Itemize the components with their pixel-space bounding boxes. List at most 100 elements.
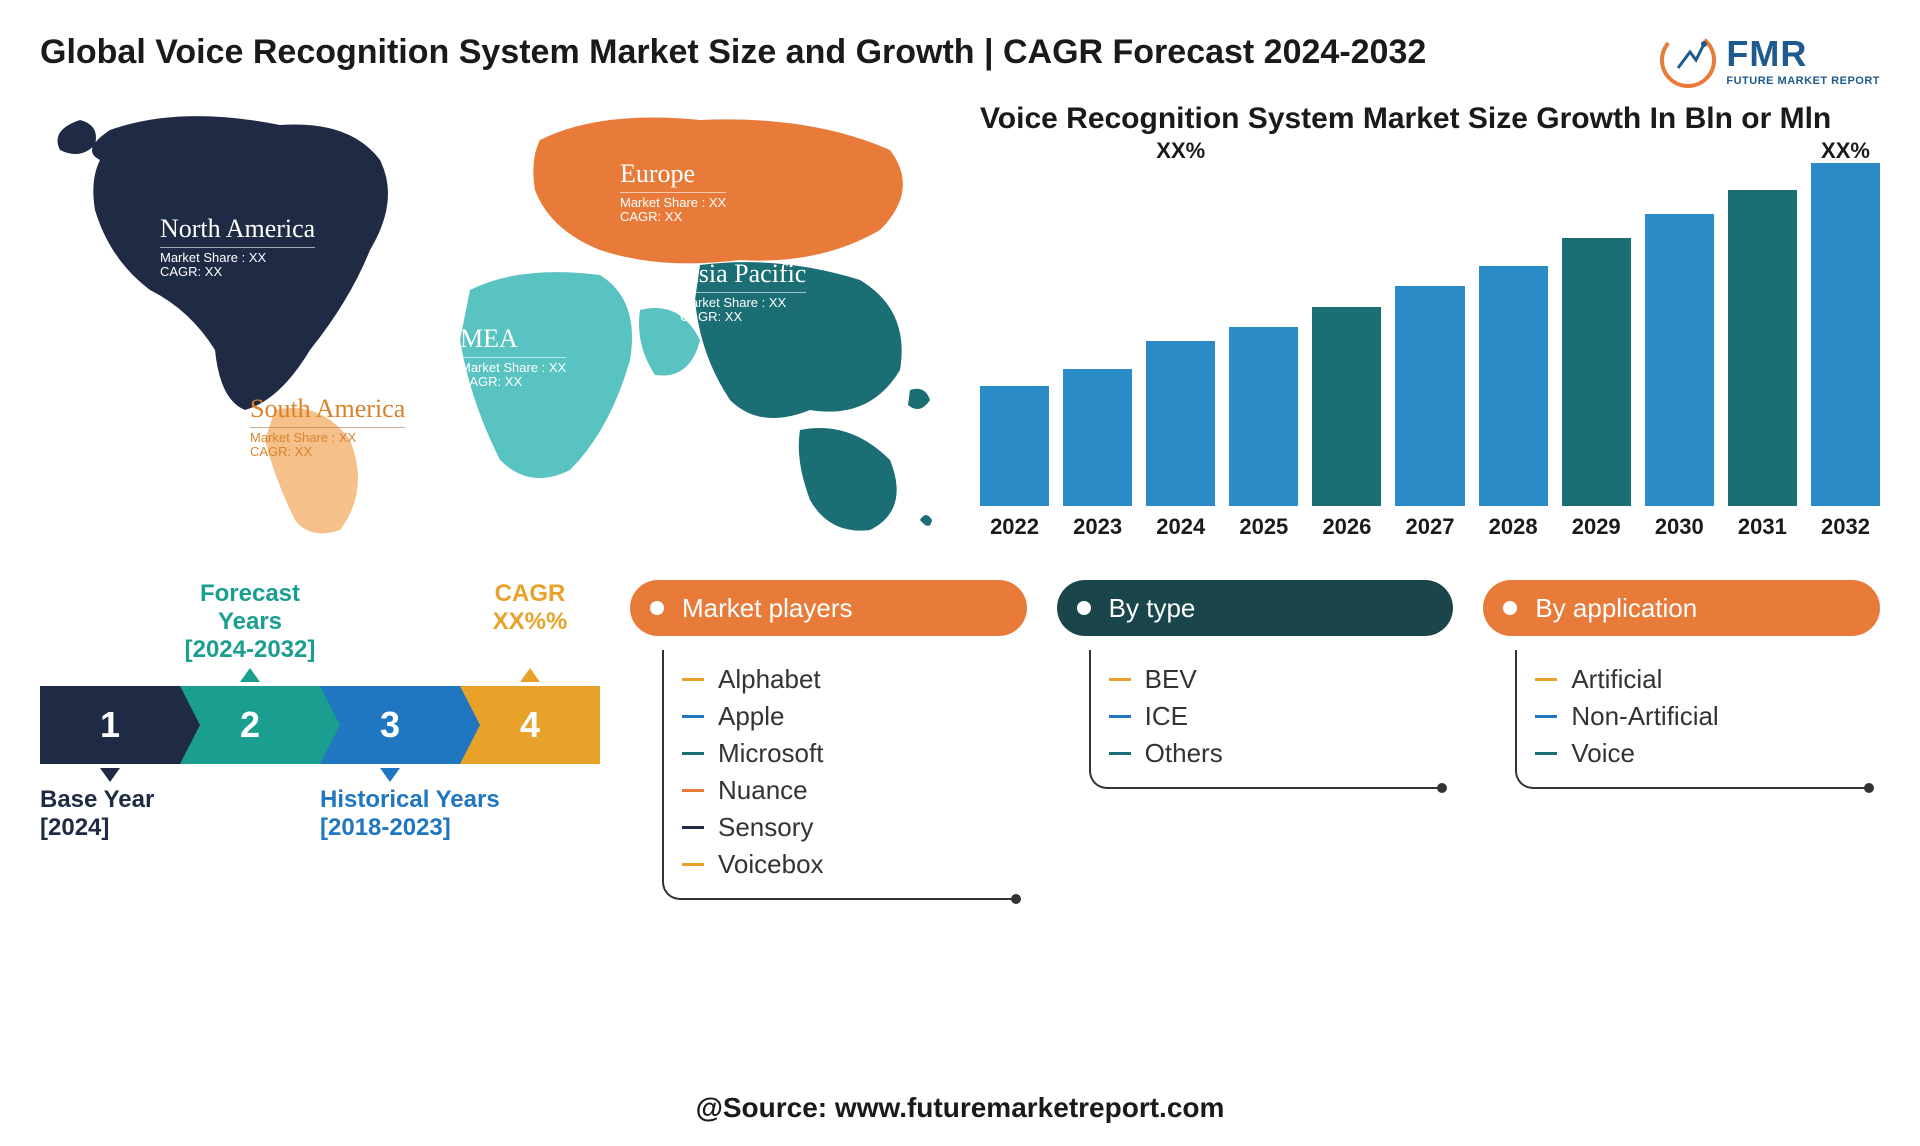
timeline-seg-4: 4	[460, 686, 600, 764]
region-label-mea: MEAMarket Share : XXCAGR: XX	[460, 325, 566, 389]
logo-text: FMR FUTURE MARKET REPORT	[1726, 33, 1880, 87]
tick-icon	[1109, 715, 1131, 718]
tl-bot-base: Base Year [2024]	[40, 786, 180, 842]
timeline-bar: 1234	[40, 686, 600, 764]
list-item: Sensory	[682, 812, 1017, 843]
bar-year: 2027	[1406, 514, 1455, 540]
bar-chart: 2022 2023 XX% 2024 2025 2026 2027 2028 20…	[980, 153, 1880, 541]
source-line: @Source: www.futuremarketreport.com	[0, 1092, 1920, 1124]
list-item: Voice	[1535, 738, 1870, 769]
bar-rect	[1479, 266, 1548, 506]
list-item: ICE	[1109, 701, 1444, 732]
list-item: Non-Artificial	[1535, 701, 1870, 732]
logo-sub: FUTURE MARKET REPORT	[1726, 75, 1880, 87]
bar-callout: XX%	[1156, 138, 1205, 164]
list-item-label: BEV	[1145, 664, 1197, 695]
tl-top-cagr: CAGR XX%%	[460, 580, 600, 664]
bar-rect	[1312, 307, 1381, 506]
bar-callout: XX%	[1821, 138, 1870, 164]
bar-2030: 2030	[1645, 163, 1714, 541]
bar-chart-area: Voice Recognition System Market Size Gro…	[980, 100, 1880, 540]
bar-year: 2032	[1821, 514, 1870, 540]
dot-icon	[650, 601, 664, 615]
list-wrap: Alphabet Apple Microsoft Nuance Sensory Voice…	[662, 650, 1017, 900]
bar-year: 2026	[1322, 514, 1371, 540]
dot-icon	[1503, 601, 1517, 615]
arrow-down-icon	[380, 768, 400, 782]
region-nz	[920, 515, 932, 526]
list-item-label: Artificial	[1571, 664, 1662, 695]
pill-row: Market players Alphabet Apple Microsoft Nua…	[630, 580, 1880, 900]
pill-header: By application	[1483, 580, 1880, 636]
arrow-up-icon	[520, 668, 540, 682]
list-item: BEV	[1109, 664, 1444, 695]
bar-rect	[1146, 341, 1215, 506]
list-wrap: BEV ICE Others	[1089, 650, 1444, 789]
tick-icon	[1535, 678, 1557, 681]
bar-2023: 2023	[1063, 163, 1132, 541]
region-label-sa: South AmericaMarket Share : XXCAGR: XX	[250, 395, 405, 459]
bar-rect	[980, 386, 1049, 506]
timeline-seg-3: 3	[320, 686, 460, 764]
bar-2028: 2028	[1479, 163, 1548, 541]
upper-row: North AmericaMarket Share : XXCAGR: XX So…	[40, 100, 1880, 540]
tick-icon	[1109, 752, 1131, 755]
list-item-label: Alphabet	[718, 664, 821, 695]
bar-year: 2031	[1738, 514, 1787, 540]
list-item-label: Voicebox	[718, 849, 824, 880]
bar-2029: 2029	[1562, 163, 1631, 541]
pill-title: By application	[1535, 593, 1697, 624]
tick-icon	[682, 863, 704, 866]
list-item-label: Microsoft	[718, 738, 823, 769]
bar-2022: 2022	[980, 163, 1049, 541]
bar-2026: 2026	[1312, 163, 1381, 541]
pill-header: By type	[1057, 580, 1454, 636]
bar-rect	[1811, 163, 1880, 507]
list-item-label: Non-Artificial	[1571, 701, 1718, 732]
list-item-label: Apple	[718, 701, 785, 732]
world-map: North AmericaMarket Share : XXCAGR: XX So…	[40, 100, 940, 540]
region-label-na: North AmericaMarket Share : XXCAGR: XX	[160, 215, 315, 279]
bar-2025: 2025	[1229, 163, 1298, 541]
logo-fmr: FMR	[1726, 33, 1880, 75]
arrow-up-icon	[240, 668, 260, 682]
list-item: Apple	[682, 701, 1017, 732]
region-label-ap: Asia PacificMarket Share : XXCAGR: XX	[680, 260, 806, 324]
list-item: Microsoft	[682, 738, 1017, 769]
list-item-label: ICE	[1145, 701, 1188, 732]
bar-year: 2025	[1239, 514, 1288, 540]
list-item: Nuance	[682, 775, 1017, 806]
pill-block-1: By type BEV ICE Others	[1057, 580, 1454, 900]
bar-rect	[1229, 327, 1298, 506]
bar-year: 2023	[1073, 514, 1122, 540]
bar-2024: XX% 2024	[1146, 163, 1215, 541]
list-item: Voicebox	[682, 849, 1017, 880]
tick-icon	[682, 789, 704, 792]
page-title: Global Voice Recognition System Market S…	[40, 30, 1426, 74]
lower-row: Forecast Years [2024-2032] CAGR XX%% 123…	[40, 580, 1880, 900]
chart-title: Voice Recognition System Market Size Gro…	[980, 100, 1880, 138]
tick-icon	[1109, 678, 1131, 681]
header: Global Voice Recognition System Market S…	[40, 30, 1880, 90]
list-item: Artificial	[1535, 664, 1870, 695]
pill-header: Market players	[630, 580, 1027, 636]
timeline-seg-1: 1	[40, 686, 180, 764]
pill-block-0: Market players Alphabet Apple Microsoft Nua…	[630, 580, 1027, 900]
list-item: Alphabet	[682, 664, 1017, 695]
tl-bot-hist: Historical Years [2018-2023]	[320, 786, 502, 842]
list-wrap: Artificial Non-Artificial Voice	[1515, 650, 1870, 789]
tick-icon	[682, 826, 704, 829]
bar-rect	[1395, 286, 1464, 506]
bar-year: 2028	[1489, 514, 1538, 540]
bar-2032: XX% 2032	[1811, 163, 1880, 541]
list-item-label: Nuance	[718, 775, 808, 806]
logo-icon	[1658, 30, 1718, 90]
tl-top-forecast: Forecast Years [2024-2032]	[180, 580, 320, 664]
list-item-label: Others	[1145, 738, 1223, 769]
tick-icon	[1535, 752, 1557, 755]
pill-title: Market players	[682, 593, 853, 624]
list-item-label: Voice	[1571, 738, 1635, 769]
region-label-eu: EuropeMarket Share : XXCAGR: XX	[620, 160, 726, 224]
pill-title: By type	[1109, 593, 1196, 624]
list-item-label: Sensory	[718, 812, 813, 843]
